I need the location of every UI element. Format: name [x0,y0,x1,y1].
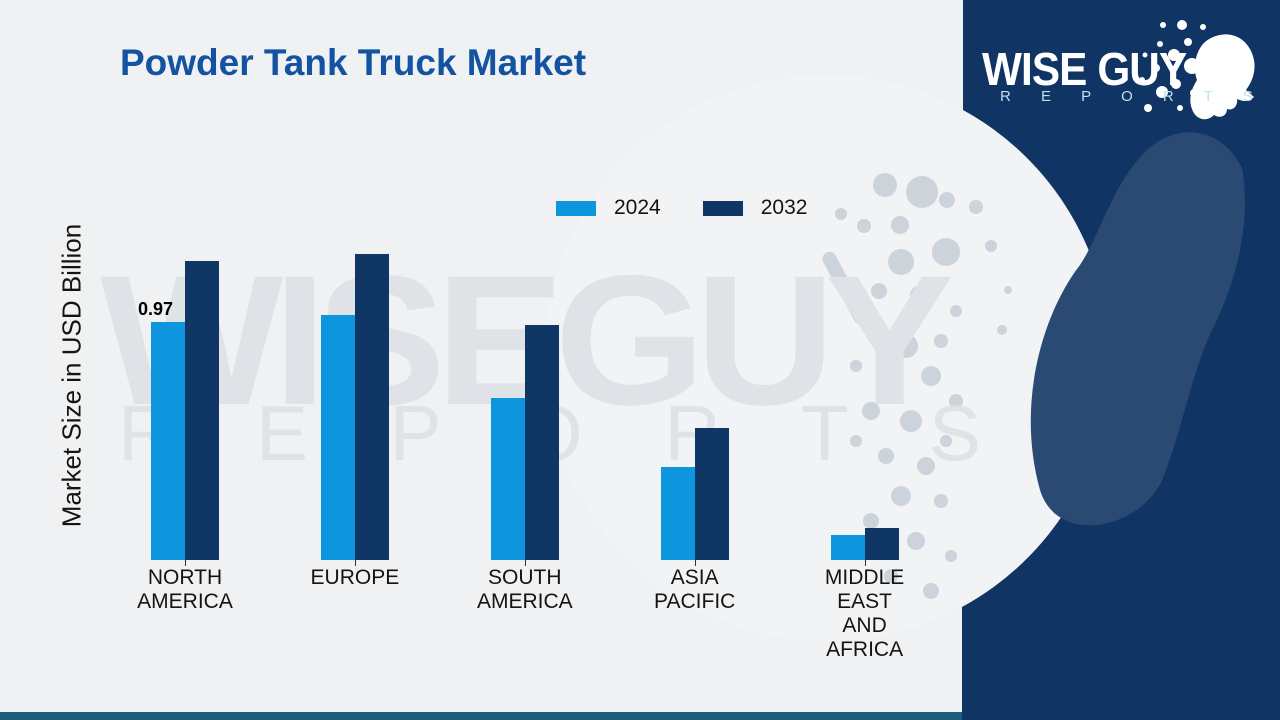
bar-2032-asia-pacific[interactable] [694,428,729,560]
x-axis-tick [354,560,356,566]
bottom-accent-bar [0,712,1280,720]
bar-2032-middle-east-and-africa[interactable] [864,528,899,560]
logo-wiseguy-text: WISE GUY [982,43,1187,95]
legend-label-2024: 2024 [614,196,661,219]
face-profile-icon [1190,34,1255,120]
y-axis-label: Market Size in USD Billion [56,223,87,528]
x-axis-label: ASIA PACIFIC [654,566,736,613]
bar-2032-south-america[interactable] [524,325,559,560]
x-axis-label: NORTH AMERICA [137,566,233,613]
bar-2032-europe[interactable] [354,254,389,560]
bar-2024-middle-east-and-africa[interactable] [830,535,865,560]
legend: 2024 2032 [556,196,807,220]
bar-2032-north-america[interactable] [185,261,219,560]
logo-reports-text: R E P O R T S [1000,88,1266,105]
bar-group: ASIA PACIFIC [610,0,780,720]
x-axis-tick [185,560,186,566]
bar-group: EUROPE [270,0,440,720]
x-axis-label: MIDDLE EAST AND AFRICA [824,566,905,661]
legend-swatch-2032 [702,200,743,216]
legend-item-2024: 2024 [556,196,661,220]
bar-value-label: 0.97 [138,299,174,319]
bar-group: NORTH AMERICA [100,0,270,720]
legend-item-2032: 2032 [702,196,808,220]
x-axis-label: SOUTH AMERICA [476,566,573,613]
x-axis-tick [524,560,526,566]
x-axis-tick [864,560,866,566]
bar-2024-europe[interactable] [320,315,355,560]
bar-group: MIDDLE EAST AND AFRICA [780,0,950,720]
logo-dots [1139,20,1206,112]
bar-2024-north-america[interactable] [151,322,185,560]
x-axis-tick [694,560,696,566]
bar-group: SOUTH AMERICA [440,0,610,720]
bar-2024-asia-pacific[interactable] [660,467,695,560]
legend-label-2032: 2032 [760,196,808,219]
chart-title: Powder Tank Truck Market [120,42,587,83]
bar-2024-south-america[interactable] [490,398,525,560]
x-axis-label: EUROPE [310,566,400,589]
legend-swatch-2024 [556,200,596,216]
